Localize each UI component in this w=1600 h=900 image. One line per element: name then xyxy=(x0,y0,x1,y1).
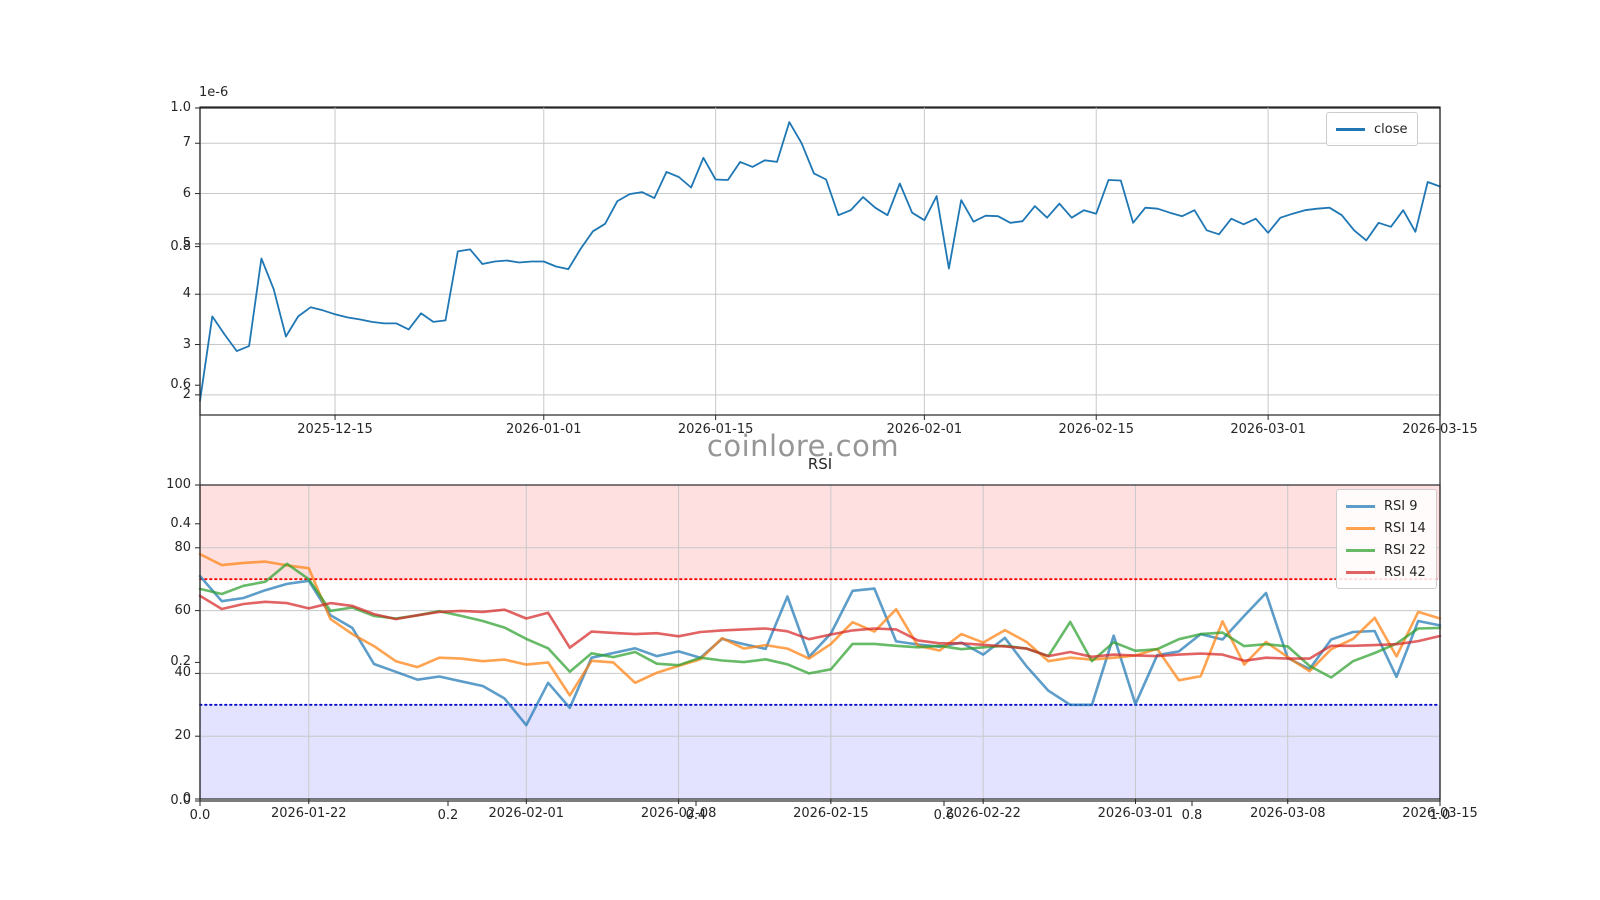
rsi-chart-title: RSI xyxy=(807,455,833,473)
legend-label: RSI 42 xyxy=(1384,564,1426,580)
axes-spines xyxy=(199,106,1441,416)
x-tick-label: 2026-02-01 xyxy=(488,806,565,821)
legend-line-sample xyxy=(1346,548,1375,552)
x-tick-label: 2026-01-15 xyxy=(677,422,754,437)
legend-entry-rsi-9: RSI 9 xyxy=(1346,495,1426,517)
bg-x-tick-label: 1.0 xyxy=(1429,808,1451,823)
y-tick-label: 20 xyxy=(174,728,191,744)
y-tick-label: 4 xyxy=(182,286,191,302)
legend-entry-rsi-14: RSI 14 xyxy=(1346,517,1426,539)
bg-y-tick-label: 0.2 xyxy=(170,654,191,670)
y-tick-label: 7 xyxy=(182,135,191,151)
legend-entry-rsi-22: RSI 22 xyxy=(1346,539,1426,561)
legend-line-sample xyxy=(1336,127,1365,131)
x-tick-label: 2026-02-15 xyxy=(793,806,869,821)
bg-y-tick-label: 0.4 xyxy=(170,515,191,531)
bg-y-tick-label: 0.8 xyxy=(170,238,191,254)
legend-label: RSI 9 xyxy=(1384,498,1418,514)
x-tick-label: 2026-01-01 xyxy=(505,422,582,437)
x-tick-label: 2026-03-15 xyxy=(1402,806,1478,821)
legend-entry-rsi-42: RSI 42 xyxy=(1346,561,1426,583)
legend-entry-close: close xyxy=(1336,118,1407,140)
oversold-zone xyxy=(200,704,1440,799)
x-tick-label: 2026-03-01 xyxy=(1230,422,1306,437)
x-tick-label: 2026-03-01 xyxy=(1097,806,1174,821)
overbought-zone xyxy=(200,485,1440,580)
series-rsi-9 xyxy=(198,574,1442,727)
y-tick-label: 0 xyxy=(182,791,191,806)
bg-x-tick-label: 0.4 xyxy=(685,808,707,823)
axes-spines xyxy=(199,484,1441,800)
x-tick-label: 2026-02-15 xyxy=(1058,422,1135,437)
series-rsi-14 xyxy=(198,552,1442,697)
series-rsi-42 xyxy=(198,594,1442,663)
price-legend: close xyxy=(1326,112,1419,146)
bg-x-tick-label: 0.0 xyxy=(189,808,211,823)
series-close xyxy=(199,121,1441,402)
background-axes-spines xyxy=(199,107,1441,802)
legend-line-sample xyxy=(1346,526,1375,530)
watermark: coinlore.com xyxy=(706,429,900,463)
y-tick-label: 40 xyxy=(174,665,191,681)
y-tick-label: 6 xyxy=(182,185,191,201)
y-tick-label: 3 xyxy=(182,336,191,352)
bg-x-tick-label: 0.8 xyxy=(1181,808,1203,823)
bg-y-tick-label: 0.0 xyxy=(170,793,191,808)
x-tick-label: 2025-12-15 xyxy=(297,422,373,437)
legend-line-sample xyxy=(1346,504,1375,508)
legend-line-sample xyxy=(1346,570,1375,574)
bg-y-tick-label: 1.0 xyxy=(170,100,191,115)
bg-y-tick-label: 0.6 xyxy=(170,377,191,393)
bg-x-tick-label: 0.6 xyxy=(933,808,955,823)
x-tick-label: 2026-03-15 xyxy=(1402,422,1478,437)
rsi-legend: RSI 9 RSI 14 RSI 22 RSI 42 xyxy=(1336,489,1437,589)
x-tick-label: 2026-02-22 xyxy=(945,806,1021,821)
y-tick-label: 80 xyxy=(174,539,191,555)
x-tick-label: 2026-03-08 xyxy=(1249,806,1326,821)
x-tick-label: 2026-01-22 xyxy=(270,806,347,821)
x-tick-label: 2026-02-08 xyxy=(640,806,717,821)
y-tick-label: 60 xyxy=(174,602,191,618)
y-axis-offset-label: 1e-6 xyxy=(199,85,229,100)
y-tick-label: 100 xyxy=(166,477,191,492)
x-tick-label: 2026-02-01 xyxy=(886,422,963,437)
legend-label: RSI 22 xyxy=(1384,542,1426,558)
bg-x-tick-label: 0.2 xyxy=(437,808,459,823)
legend-label: close xyxy=(1374,121,1408,137)
legend-label: RSI 14 xyxy=(1384,520,1426,536)
y-tick-label: 5 xyxy=(182,235,191,251)
y-tick-label: 2 xyxy=(182,386,191,402)
